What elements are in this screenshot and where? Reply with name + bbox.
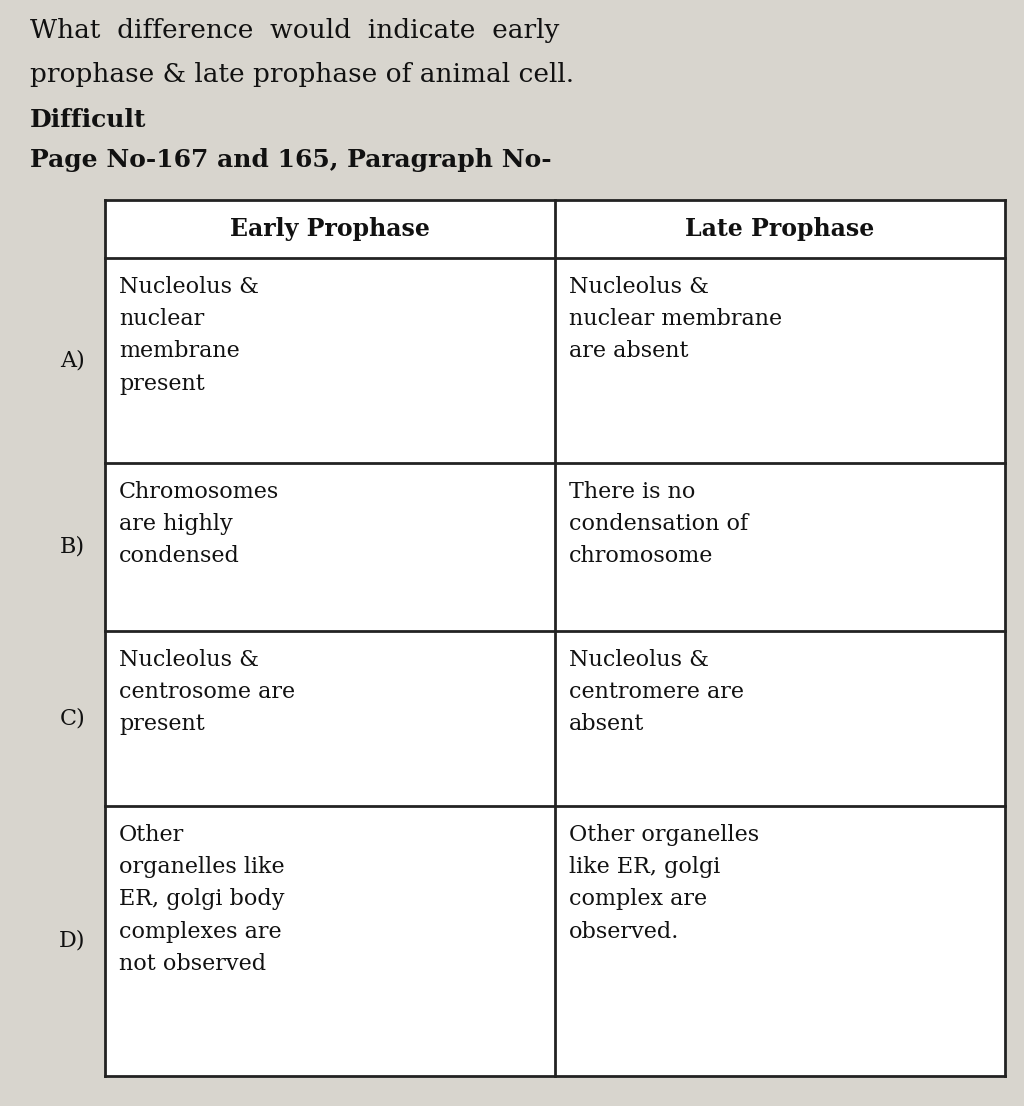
- Text: Late Prophase: Late Prophase: [685, 217, 874, 241]
- Text: B): B): [60, 536, 85, 559]
- Text: D): D): [59, 930, 86, 952]
- Text: Nucleolus &
nuclear
membrane
present: Nucleolus & nuclear membrane present: [119, 276, 259, 395]
- Text: Early Prophase: Early Prophase: [230, 217, 430, 241]
- Text: There is no
condensation of
chromosome: There is no condensation of chromosome: [569, 481, 749, 567]
- Text: A): A): [60, 349, 85, 372]
- Bar: [105, 200, 1005, 1076]
- Text: C): C): [59, 708, 85, 730]
- Text: Page No-167 and 165, Paragraph No-: Page No-167 and 165, Paragraph No-: [30, 148, 552, 173]
- Text: Difficult: Difficult: [30, 108, 146, 132]
- Text: Nucleolus &
centromere are
absent: Nucleolus & centromere are absent: [569, 649, 744, 735]
- Text: Other
organelles like
ER, golgi body
complexes are
not observed: Other organelles like ER, golgi body com…: [119, 824, 285, 974]
- Text: Chromosomes
are highly
condensed: Chromosomes are highly condensed: [119, 481, 280, 567]
- Text: Other organelles
like ER, golgi
complex are
observed.: Other organelles like ER, golgi complex …: [569, 824, 759, 942]
- Text: What  difference  would  indicate  early: What difference would indicate early: [30, 18, 559, 43]
- Text: Nucleolus &
nuclear membrane
are absent: Nucleolus & nuclear membrane are absent: [569, 276, 782, 363]
- Text: prophase & late prophase of animal cell.: prophase & late prophase of animal cell.: [30, 62, 574, 87]
- Text: Nucleolus &
centrosome are
present: Nucleolus & centrosome are present: [119, 649, 295, 735]
